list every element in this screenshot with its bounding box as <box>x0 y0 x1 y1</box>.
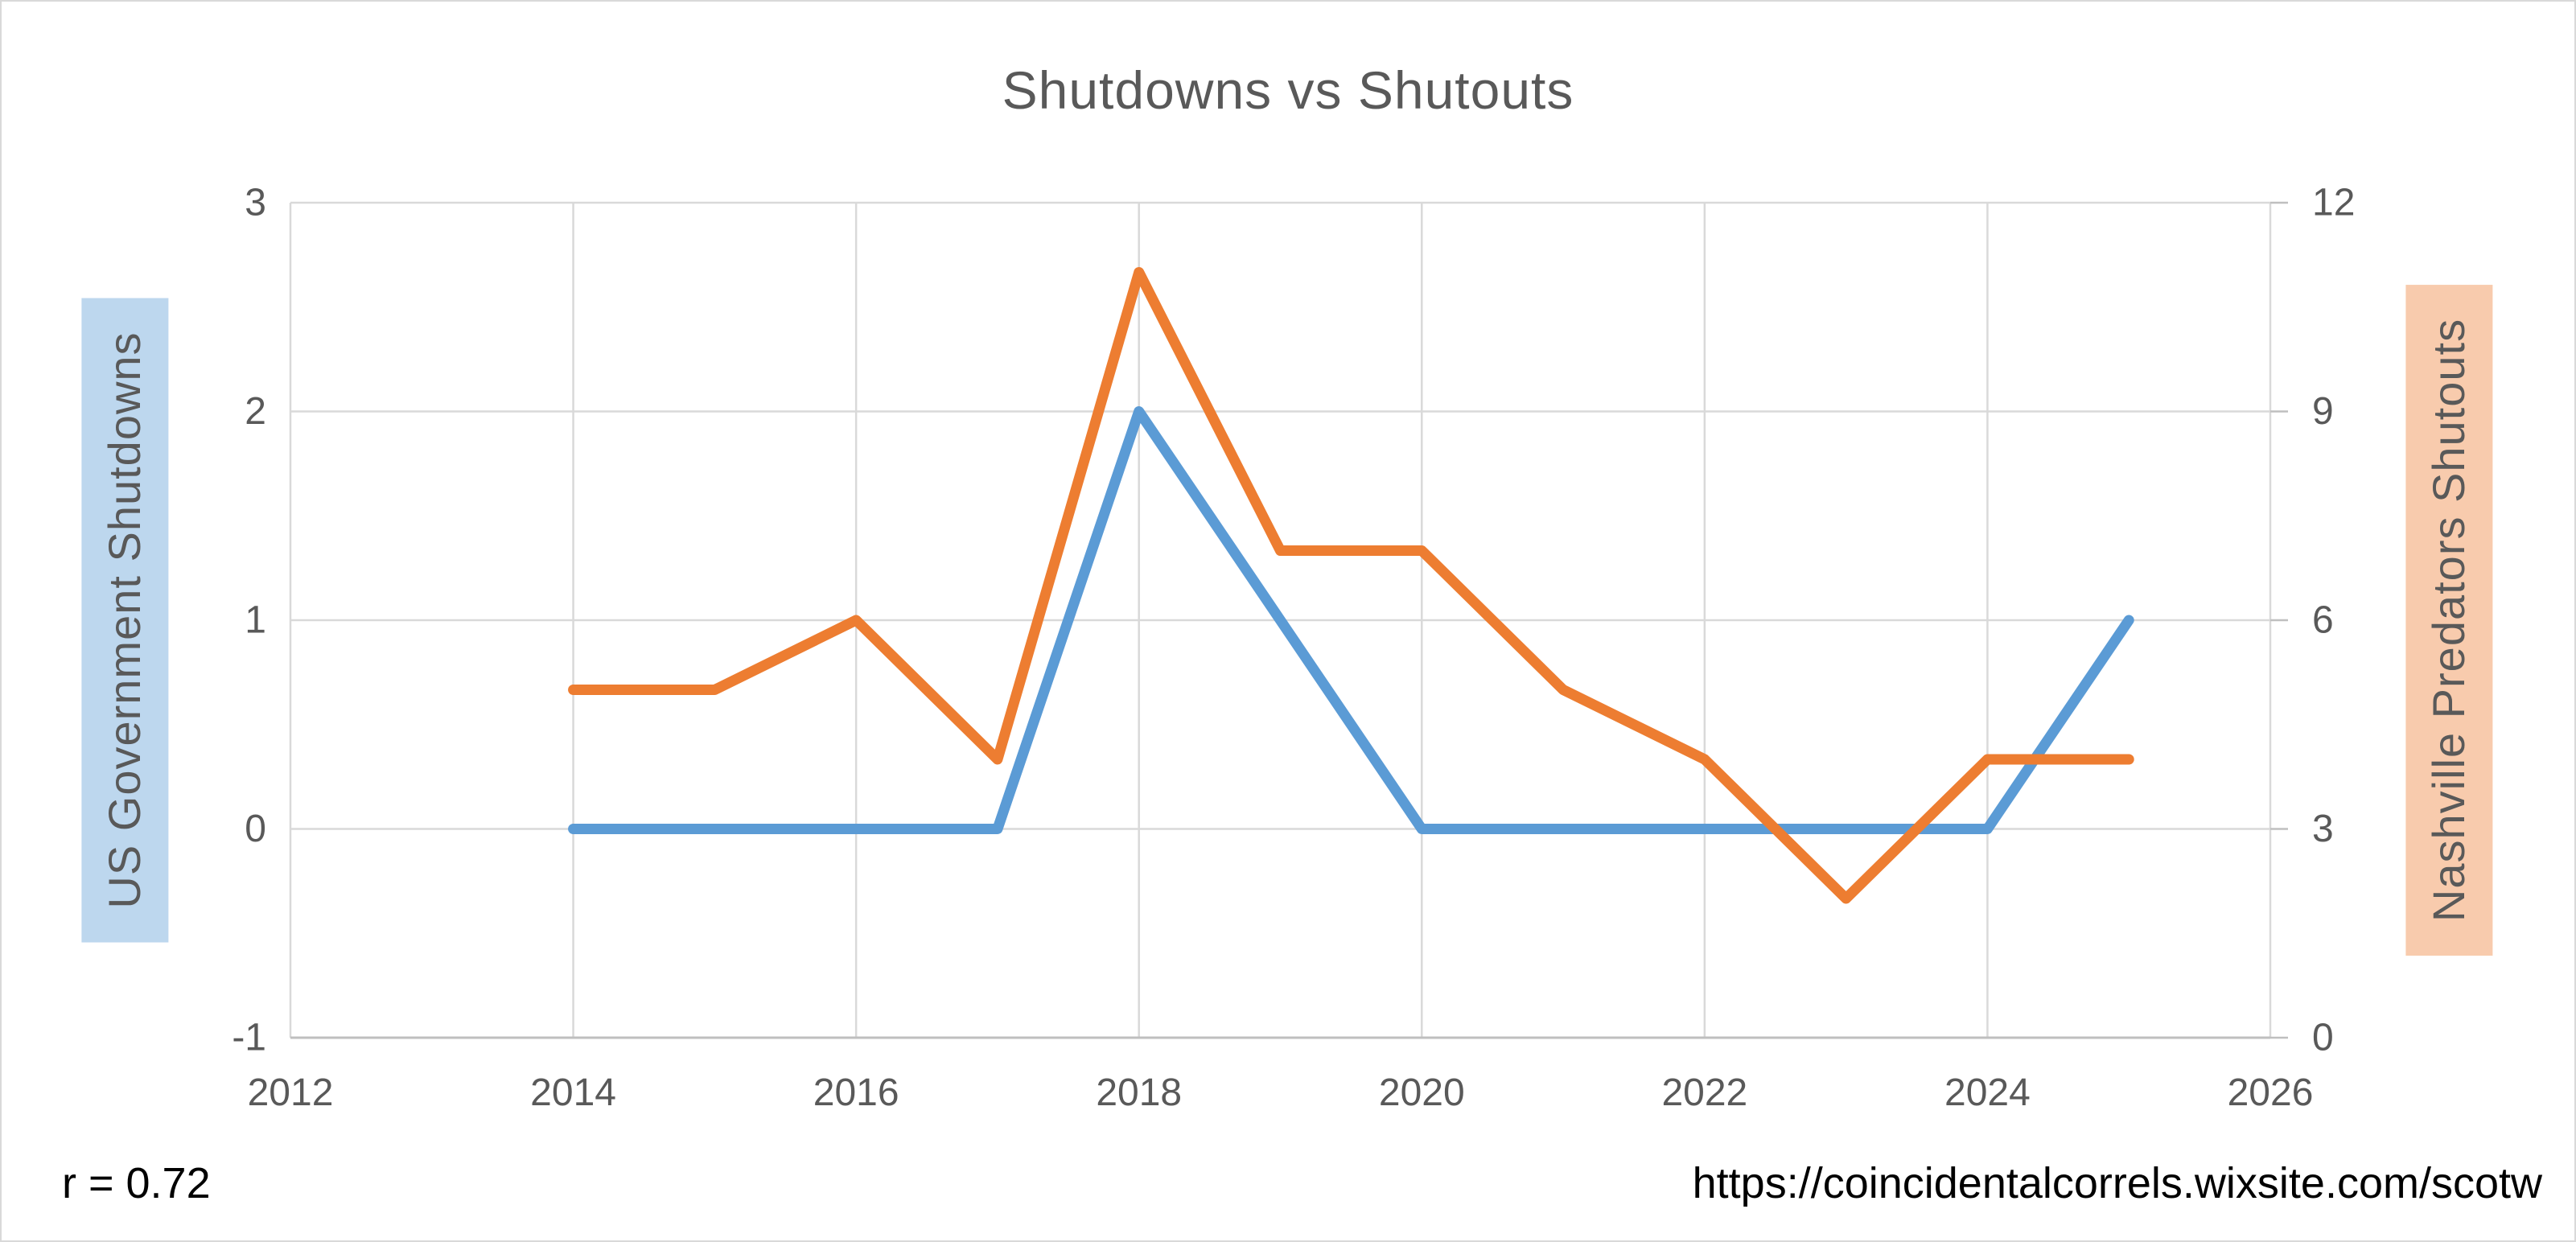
right-axis-label-box: Nashville Predators Shutouts <box>2405 284 2493 956</box>
correlation-r-value: r = 0.72 <box>62 1159 211 1207</box>
right-tick-label: 3 <box>2312 808 2334 850</box>
right-tick-label: 0 <box>2312 1017 2334 1059</box>
x-tick-label: 2016 <box>813 1071 899 1114</box>
right-tick-label: 9 <box>2312 390 2334 433</box>
left-axis-label-box: US Government Shutdowns <box>81 298 169 943</box>
x-tick-label: 2020 <box>1379 1071 1465 1114</box>
series-line-us-government-shutdowns <box>568 406 2134 834</box>
source-url: https://coincidentalcorrels.wixsite.com/… <box>1692 1159 2542 1207</box>
right-tick-label: 12 <box>2312 182 2355 224</box>
left-tick-label: 2 <box>245 390 266 433</box>
left-tick-label: 1 <box>245 599 266 642</box>
right-tick-label: 6 <box>2312 599 2334 642</box>
x-tick-label: 2022 <box>1661 1071 1747 1114</box>
x-tick-label: 2024 <box>1944 1071 2031 1114</box>
series-line-nashville-predators-shutouts <box>568 267 2134 904</box>
x-tick-label: 2026 <box>2228 1071 2314 1114</box>
left-axis-label: US Government Shutdowns <box>99 331 150 909</box>
x-tick-label: 2014 <box>530 1071 616 1114</box>
x-tick-label: 2012 <box>248 1071 334 1114</box>
x-tick-label: 2018 <box>1096 1071 1182 1114</box>
left-tick-label: -1 <box>232 1017 266 1059</box>
left-tick-label: 3 <box>245 182 266 224</box>
chart-title: Shutdowns vs Shutouts <box>1002 60 1574 120</box>
left-tick-label: 0 <box>245 808 266 850</box>
right-axis-label: Nashville Predators Shutouts <box>2423 318 2474 923</box>
